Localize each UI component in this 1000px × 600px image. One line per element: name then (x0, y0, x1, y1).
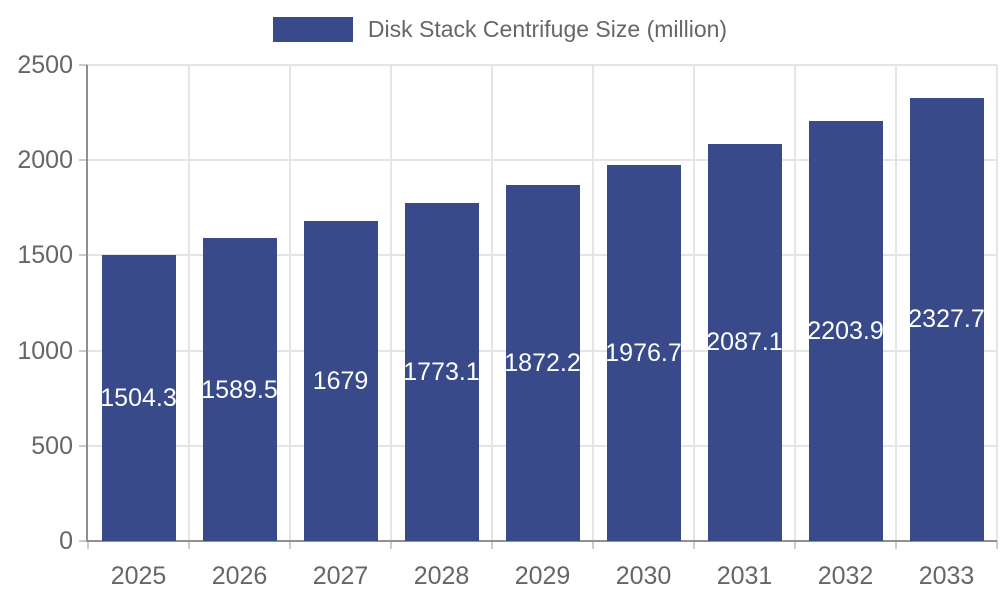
bar[interactable] (808, 121, 883, 541)
x-axis-label: 2028 (413, 562, 470, 590)
bar-value-label: 1773.1 (403, 358, 480, 387)
x-axis-line (86, 540, 997, 542)
y-axis-label: 0 (59, 527, 73, 555)
bar-value-label: 1589.5 (201, 375, 278, 404)
legend-swatch (272, 17, 353, 42)
x-axis-tick (895, 541, 897, 549)
legend[interactable]: Disk Stack Centrifuge Size (million) (0, 16, 1000, 43)
gridline-vertical (895, 65, 897, 541)
bar[interactable] (101, 254, 176, 541)
bar-value-label: 1872.2 (504, 348, 581, 377)
gridline-vertical (996, 65, 998, 541)
x-axis-label: 2025 (110, 562, 167, 590)
gridline-vertical (289, 65, 291, 541)
bar-value-label: 1504.3 (100, 383, 177, 412)
x-axis-tick (491, 541, 493, 549)
y-axis-label: 2000 (17, 146, 73, 174)
y-axis-label: 1000 (17, 337, 73, 365)
bar[interactable] (909, 97, 984, 541)
bar-value-label: 2327.7 (908, 305, 985, 334)
bar-value-label: 2087.1 (706, 328, 783, 357)
gridline-horizontal (88, 64, 997, 66)
plot-area: 0 500 1000 1500 2000 2500 1504.3 2025 1589.5 2026… (17, 51, 998, 590)
x-axis-label: 2030 (615, 562, 672, 590)
y-axis-label: 500 (31, 432, 73, 460)
x-axis-tick (87, 541, 89, 549)
x-axis-tick (188, 541, 190, 549)
y-axis-tick (79, 254, 88, 256)
y-axis-tick (79, 159, 88, 161)
bar-value-label: 1679 (312, 367, 369, 396)
y-axis-label: 1500 (17, 241, 73, 269)
gridline-vertical (188, 65, 190, 541)
bar[interactable] (606, 164, 681, 541)
x-axis-tick (592, 541, 594, 549)
bar[interactable] (303, 221, 378, 541)
gridline-vertical (491, 65, 493, 541)
y-axis-tick (79, 445, 88, 447)
x-axis-tick (289, 541, 291, 549)
gridline-horizontal (88, 159, 997, 161)
gridline-vertical (693, 65, 695, 541)
gridline-vertical (592, 65, 594, 541)
bar[interactable] (202, 238, 277, 541)
x-axis-label: 2027 (312, 562, 369, 590)
x-axis-tick (996, 541, 998, 549)
x-axis-tick (794, 541, 796, 549)
bar[interactable] (505, 184, 580, 541)
bar-value-label: 1976.7 (605, 338, 682, 367)
x-axis-label: 2029 (514, 562, 571, 590)
x-axis-label: 2032 (817, 562, 874, 590)
x-axis-label: 2033 (918, 562, 975, 590)
x-axis-label: 2031 (716, 562, 773, 590)
x-axis-label: 2026 (211, 562, 268, 590)
y-axis-tick (79, 540, 88, 542)
x-axis-tick (693, 541, 695, 549)
gridline-vertical (390, 65, 392, 541)
y-axis-line (86, 65, 88, 541)
y-axis-tick (79, 350, 88, 352)
y-axis-label: 2500 (17, 51, 73, 79)
x-axis-tick (390, 541, 392, 549)
bar[interactable] (707, 143, 782, 541)
gridline-vertical (794, 65, 796, 541)
y-axis-tick (79, 64, 88, 66)
bar-value-label: 2203.9 (807, 317, 884, 346)
legend-label: Disk Stack Centrifuge Size (million) (367, 16, 728, 42)
bar[interactable] (404, 203, 479, 541)
